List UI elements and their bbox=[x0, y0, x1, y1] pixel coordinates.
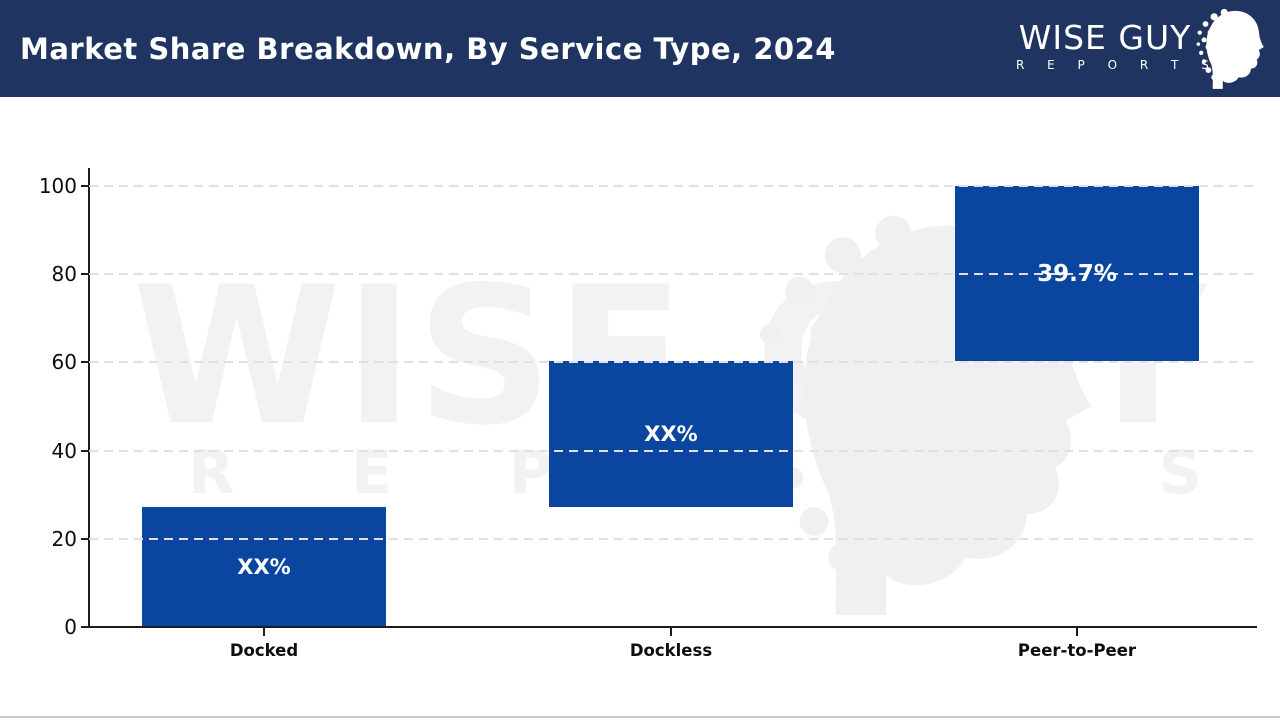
wise-guy-logo: WISE GUY R E P O R T S bbox=[1016, 6, 1266, 92]
x-tick-label: Dockless bbox=[629, 641, 713, 660]
x-axis-line bbox=[88, 626, 1257, 628]
x-tick-label: Peer-to-Peer bbox=[1017, 641, 1137, 660]
y-tick-label: 40 bbox=[51, 438, 77, 463]
gridline bbox=[89, 361, 1257, 364]
bar-segment bbox=[142, 506, 386, 627]
bar-value-label: XX% bbox=[237, 554, 291, 579]
gridline bbox=[89, 185, 1257, 187]
logo-subtitle: R E P O R T S bbox=[1016, 58, 1219, 72]
x-tick-mark bbox=[263, 628, 265, 636]
x-tick-mark bbox=[670, 628, 672, 636]
gridline bbox=[89, 273, 1257, 276]
y-tick-mark bbox=[81, 449, 89, 452]
page-title: Market Share Breakdown, By Service Type,… bbox=[20, 31, 836, 66]
bottom-rule bbox=[0, 716, 1280, 718]
header-bar: Market Share Breakdown, By Service Type,… bbox=[0, 0, 1280, 97]
y-tick-label: 20 bbox=[51, 526, 77, 551]
bar-segment bbox=[549, 361, 793, 507]
y-tick-label: 60 bbox=[51, 350, 77, 375]
y-axis-line bbox=[88, 168, 90, 628]
logo-face-icon bbox=[1196, 8, 1264, 89]
y-tick-mark bbox=[81, 361, 89, 364]
y-tick-mark bbox=[81, 537, 89, 540]
logo-wordmark: WISE GUY bbox=[1018, 18, 1192, 57]
x-tick-mark bbox=[1076, 628, 1078, 636]
gridline bbox=[89, 449, 1257, 452]
x-tick-label: Docked bbox=[229, 641, 299, 660]
y-tick-mark bbox=[81, 626, 89, 628]
y-tick-label: 80 bbox=[51, 262, 77, 287]
bar-value-label: XX% bbox=[644, 421, 698, 446]
logo-text: WISE GUY R E P O R T S bbox=[1016, 18, 1219, 73]
y-tick-mark bbox=[81, 273, 89, 276]
y-tick-mark bbox=[81, 185, 89, 187]
bar-value-label: 39.7% bbox=[1037, 260, 1117, 287]
y-tick-label: 100 bbox=[38, 174, 77, 198]
gridline bbox=[89, 537, 1257, 540]
y-tick-label: 0 bbox=[64, 615, 77, 639]
